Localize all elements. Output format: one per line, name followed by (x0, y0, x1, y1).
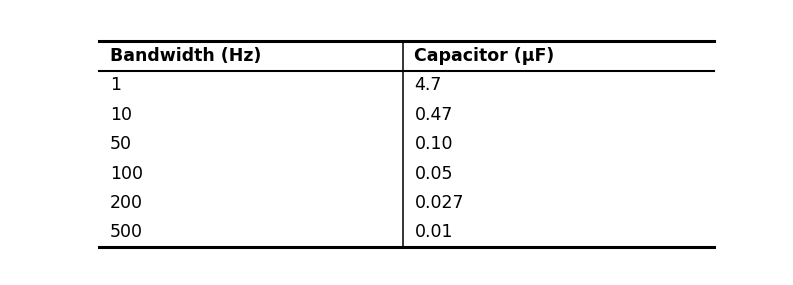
Text: 100: 100 (110, 164, 144, 183)
Text: 0.10: 0.10 (415, 135, 453, 153)
Text: 10: 10 (110, 106, 132, 124)
Text: 200: 200 (110, 194, 144, 212)
Text: 50: 50 (110, 135, 132, 153)
Text: 0.47: 0.47 (415, 106, 453, 124)
Text: 500: 500 (110, 223, 144, 241)
Text: Capacitor (μF): Capacitor (μF) (415, 47, 554, 65)
Text: 4.7: 4.7 (415, 76, 442, 94)
Text: 0.027: 0.027 (415, 194, 464, 212)
Text: 1: 1 (110, 76, 121, 94)
Text: 0.05: 0.05 (415, 164, 453, 183)
Text: Bandwidth (Hz): Bandwidth (Hz) (110, 47, 262, 65)
Text: 0.01: 0.01 (415, 223, 453, 241)
